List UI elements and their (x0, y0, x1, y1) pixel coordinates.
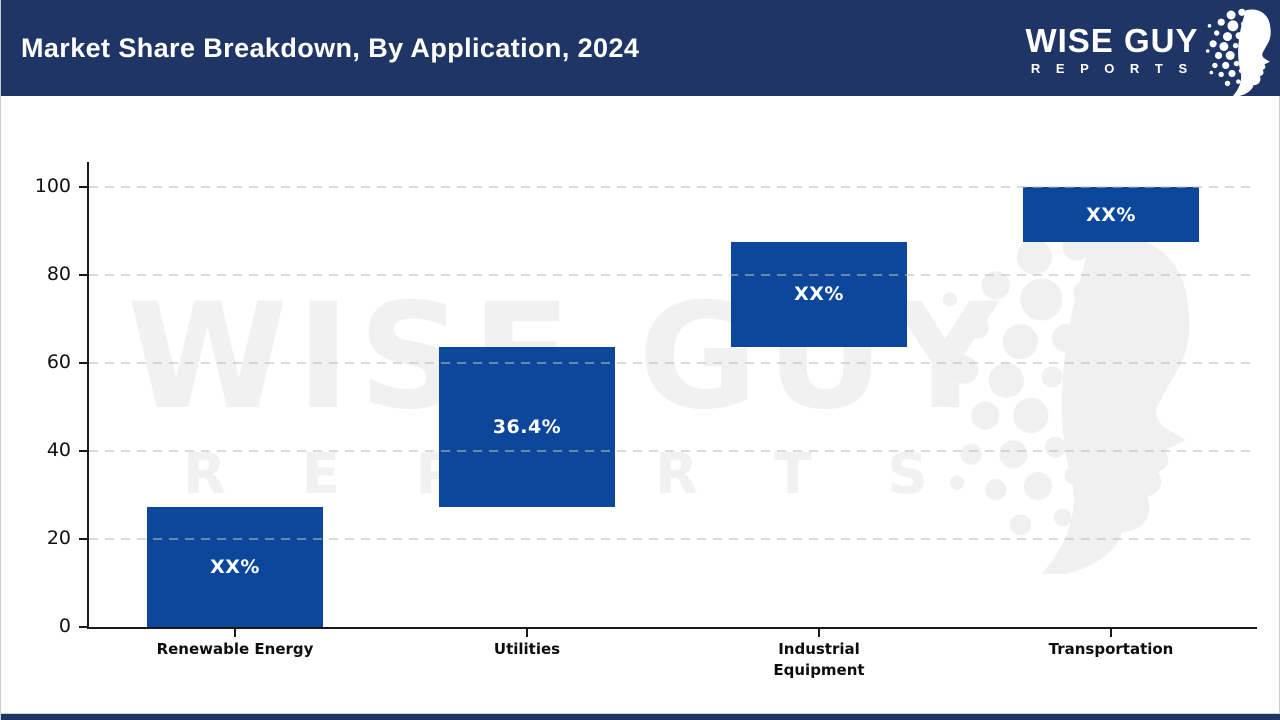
y-tick-label: 0 (58, 615, 71, 637)
x-category-label-line: Industrial (778, 640, 860, 658)
y-tick-label: 80 (46, 263, 71, 285)
x-category-label-line: Renewable Energy (156, 640, 314, 658)
y-tick-label: 40 (46, 439, 71, 461)
bar-value-label: XX% (794, 283, 844, 306)
x-tick-mark (1110, 629, 1112, 637)
gridline (89, 362, 1257, 364)
x-category-label-line: Utilities (493, 640, 561, 658)
bar-segment: XX% (147, 506, 323, 627)
x-category-label: Transportation (991, 639, 1231, 660)
header-bar: Market Share Breakdown, By Application, … (1, 0, 1280, 96)
footer-bar (1, 713, 1280, 720)
bar-value-label: XX% (210, 555, 260, 578)
x-tick-mark (234, 629, 236, 637)
y-tick-mark (79, 186, 87, 188)
bar-value-label: 36.4% (492, 415, 562, 438)
x-axis-line (87, 627, 1257, 629)
bar-segment: XX% (731, 242, 907, 347)
y-tick-mark (79, 274, 87, 276)
bar-segment: XX% (1023, 187, 1199, 242)
gridline (89, 274, 1257, 276)
y-tick-mark (79, 362, 87, 364)
x-tick-mark (818, 629, 820, 637)
y-tick-label: 20 (46, 527, 71, 549)
bar-segment: 36.4% (439, 346, 615, 507)
x-category-label: Renewable Energy (115, 639, 355, 660)
logo-wordmark: WISE GUY (1025, 22, 1199, 59)
y-tick-label: 60 (46, 351, 71, 373)
x-category-label-line: Equipment (773, 661, 865, 679)
x-category-label: Utilities (407, 639, 647, 660)
y-axis-line (87, 162, 89, 629)
wise-guy-reports-logo: WISE GUY R E P O R T S (1023, 4, 1273, 96)
x-tick-mark (526, 629, 528, 637)
y-tick-mark (79, 626, 87, 628)
gridline (89, 538, 1257, 540)
gridline (89, 186, 1257, 188)
logo-text: WISE GUY R E P O R T S (1023, 22, 1201, 76)
dotted-head-icon (1205, 8, 1271, 96)
page-title: Market Share Breakdown, By Application, … (21, 32, 640, 63)
y-tick-mark (79, 450, 87, 452)
y-tick-mark (79, 538, 87, 540)
y-tick-label: 100 (34, 175, 71, 197)
x-category-label: Industrial Equipment (699, 639, 939, 681)
gridline (89, 450, 1257, 452)
bar-value-label: XX% (1086, 203, 1136, 226)
x-category-label-line: Transportation (1048, 640, 1174, 658)
logo-subtext: R E P O R T S (1030, 61, 1194, 76)
